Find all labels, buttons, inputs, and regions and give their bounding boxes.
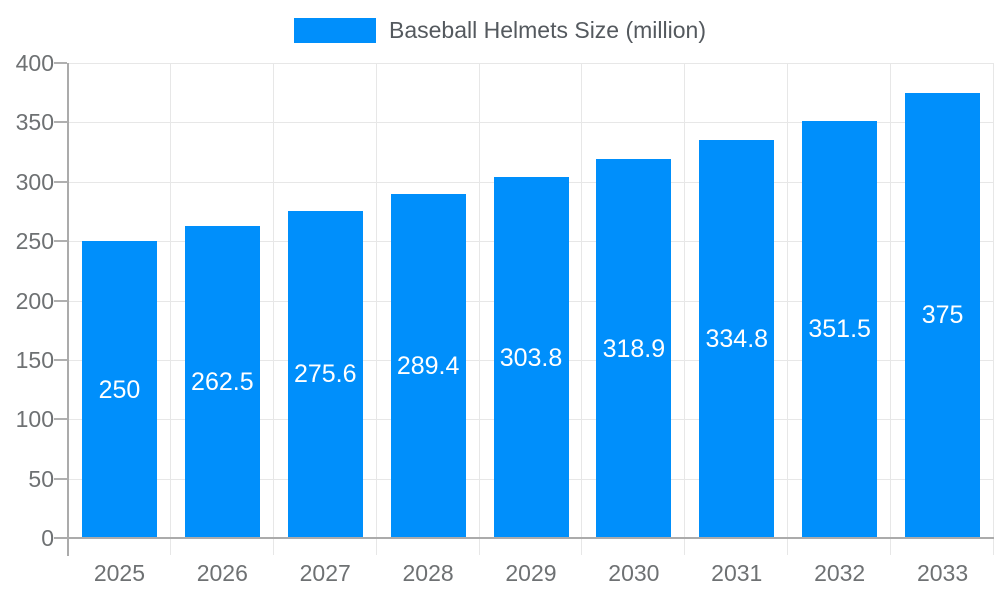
y-tick-label: 250 [15, 228, 54, 255]
x-tick-label: 2033 [916, 560, 969, 586]
v-gridline [169, 63, 171, 555]
h-gridline [68, 122, 994, 124]
h-gridline [68, 63, 994, 64]
bar[interactable] [493, 177, 569, 538]
x-tick-label: 2028 [402, 560, 454, 586]
y-tick-label: 300 [15, 168, 54, 195]
y-tick [54, 62, 67, 64]
legend-swatch-icon [294, 18, 376, 43]
v-gridline [684, 63, 686, 555]
v-gridline [581, 63, 583, 555]
y-tick [54, 240, 67, 243]
y-tick-label: 0 [41, 525, 54, 551]
plot-area: 250 262.5 275.6 289.4 303.8 318.9 334.8 351.5 37… [68, 63, 994, 555]
v-gridline [993, 63, 994, 555]
y-axis-line [67, 63, 69, 556]
x-tick-label: 2031 [711, 560, 763, 586]
v-gridline [478, 63, 480, 555]
bar[interactable] [81, 241, 157, 538]
bar[interactable] [699, 140, 775, 538]
y-tick [54, 299, 67, 302]
x-tick-label: 2027 [299, 560, 351, 586]
y-tick-label: 50 [28, 465, 54, 492]
x-axis-line [54, 537, 994, 539]
x-tick-label: 2026 [196, 560, 248, 586]
x-tick-label: 2030 [608, 560, 660, 586]
v-gridline [890, 63, 892, 555]
bar[interactable] [287, 210, 363, 538]
v-gridline [272, 63, 274, 555]
y-tick [54, 477, 67, 480]
x-tick-label: 2029 [505, 560, 557, 586]
legend[interactable]: Baseball Helmets Size (million) [0, 17, 1000, 44]
y-tick-label: 200 [15, 287, 54, 314]
legend-label: Baseball Helmets Size (million) [389, 17, 706, 43]
bar[interactable] [905, 92, 981, 538]
v-gridline [787, 63, 789, 555]
x-tick-label: 2025 [93, 560, 146, 586]
y-tick [54, 121, 67, 124]
y-tick [54, 358, 67, 361]
y-tick-label: 100 [15, 406, 54, 433]
bar[interactable] [802, 120, 878, 538]
bar[interactable] [596, 159, 672, 538]
y-tick [54, 180, 67, 183]
y-tick-label: 350 [15, 109, 54, 136]
bar[interactable] [184, 226, 260, 538]
y-tick-label: 150 [15, 346, 54, 373]
v-gridline [375, 63, 377, 555]
bar[interactable] [390, 194, 466, 538]
x-tick-label: 2032 [814, 560, 866, 586]
y-tick-label: 400 [15, 50, 54, 76]
y-tick [54, 418, 67, 421]
